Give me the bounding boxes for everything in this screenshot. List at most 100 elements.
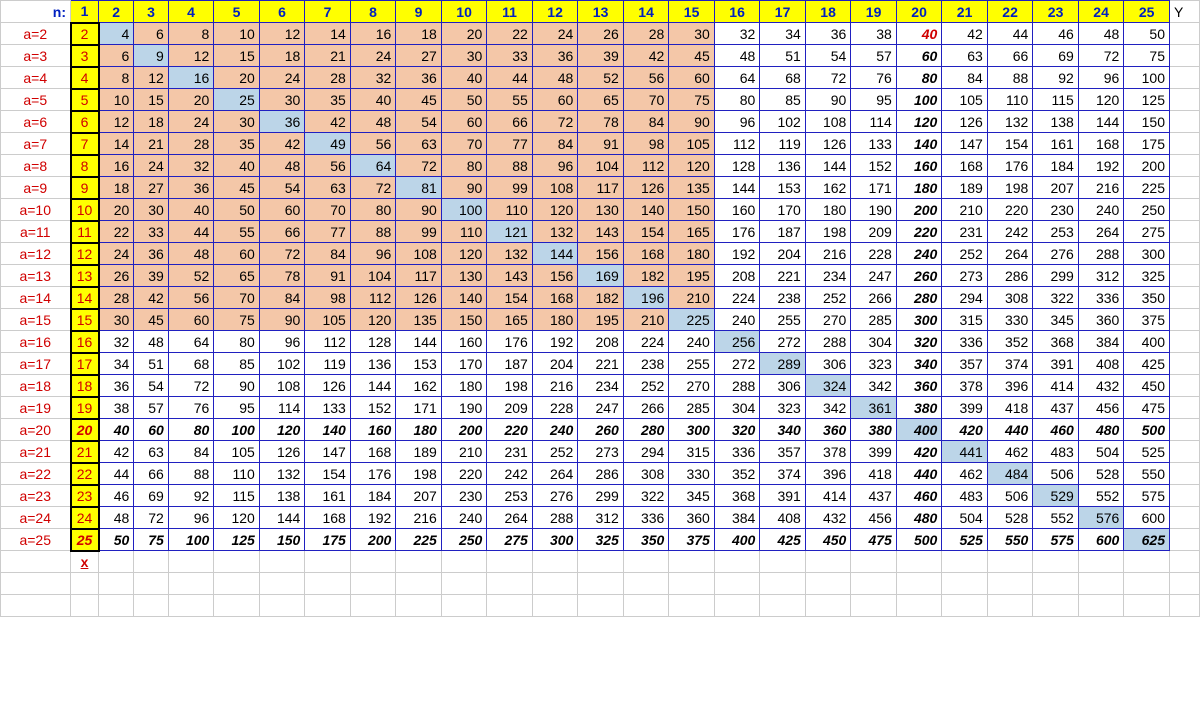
cell-a25-n14: 350 xyxy=(623,529,669,551)
cell-a16-n21: 336 xyxy=(942,331,988,353)
cell-a6-n6: 36 xyxy=(259,111,305,133)
cell-a5-n20: 100 xyxy=(896,89,942,111)
cell-a18-n16: 288 xyxy=(714,375,760,397)
cell-a7-n12: 84 xyxy=(532,133,578,155)
cell-a2-n16: 32 xyxy=(714,23,760,45)
cell-a11-n14: 154 xyxy=(623,221,669,243)
cell-a18-n6: 108 xyxy=(259,375,305,397)
row-pad xyxy=(1170,287,1200,309)
x-row-empty xyxy=(942,551,988,573)
cell-a14-n20: 280 xyxy=(896,287,942,309)
row-label-a22: a=22 xyxy=(1,463,71,485)
col-header-13: 13 xyxy=(578,1,624,23)
cell-a15-n1: 15 xyxy=(71,309,99,331)
cell-a2-n24: 48 xyxy=(1078,23,1124,45)
cell-a21-n6: 126 xyxy=(259,441,305,463)
cell-a5-n18: 90 xyxy=(805,89,851,111)
cell-a16-n13: 208 xyxy=(578,331,624,353)
cell-a22-n24: 528 xyxy=(1078,463,1124,485)
cell-a19-n10: 190 xyxy=(441,397,487,419)
col-header-17: 17 xyxy=(760,1,806,23)
cell-a8-n10: 80 xyxy=(441,155,487,177)
cell-a14-n18: 252 xyxy=(805,287,851,309)
cell-a12-n19: 228 xyxy=(851,243,897,265)
cell-a23-n8: 184 xyxy=(350,485,396,507)
cell-a14-n25: 350 xyxy=(1124,287,1170,309)
cell-a19-n1: 19 xyxy=(71,397,99,419)
cell-a4-n21: 84 xyxy=(942,67,988,89)
row-pad xyxy=(1170,133,1200,155)
cell-a2-n19: 38 xyxy=(851,23,897,45)
row-label-a10: a=10 xyxy=(1,199,71,221)
cell-a4-n20: 80 xyxy=(896,67,942,89)
empty-cell xyxy=(623,595,669,617)
empty-cell xyxy=(1078,573,1124,595)
cell-a16-n2: 32 xyxy=(99,331,134,353)
cell-a22-n21: 462 xyxy=(942,463,988,485)
cell-a5-n8: 40 xyxy=(350,89,396,111)
empty-cell xyxy=(350,595,396,617)
col-header-23: 23 xyxy=(1033,1,1079,23)
cell-a20-n15: 300 xyxy=(669,419,715,441)
cell-a21-n8: 168 xyxy=(350,441,396,463)
cell-a24-n5: 120 xyxy=(214,507,260,529)
cell-a20-n22: 440 xyxy=(987,419,1033,441)
empty-cell xyxy=(760,573,806,595)
cell-a18-n23: 414 xyxy=(1033,375,1079,397)
row-label-a21: a=21 xyxy=(1,441,71,463)
cell-a23-n2: 46 xyxy=(99,485,134,507)
cell-a3-n12: 36 xyxy=(532,45,578,67)
cell-a13-n20: 260 xyxy=(896,265,942,287)
cell-a7-n10: 70 xyxy=(441,133,487,155)
cell-a18-n3: 54 xyxy=(134,375,169,397)
cell-a21-n7: 147 xyxy=(305,441,351,463)
cell-a23-n9: 207 xyxy=(396,485,442,507)
cell-a5-n22: 110 xyxy=(987,89,1033,111)
cell-a4-n10: 40 xyxy=(441,67,487,89)
cell-a12-n5: 60 xyxy=(214,243,260,265)
cell-a18-n14: 252 xyxy=(623,375,669,397)
cell-a9-n11: 99 xyxy=(487,177,533,199)
cell-a13-n6: 78 xyxy=(259,265,305,287)
x-row-empty xyxy=(532,551,578,573)
cell-a11-n23: 253 xyxy=(1033,221,1079,243)
cell-a23-n4: 92 xyxy=(168,485,214,507)
cell-a22-n9: 198 xyxy=(396,463,442,485)
cell-a7-n6: 42 xyxy=(259,133,305,155)
row-label-a7: a=7 xyxy=(1,133,71,155)
cell-a18-n21: 378 xyxy=(942,375,988,397)
empty-cell xyxy=(99,595,134,617)
empty-cell xyxy=(714,595,760,617)
cell-a7-n1: 7 xyxy=(71,133,99,155)
cell-a20-n16: 320 xyxy=(714,419,760,441)
cell-a12-n22: 264 xyxy=(987,243,1033,265)
cell-a24-n23: 552 xyxy=(1033,507,1079,529)
row-label-a15: a=15 xyxy=(1,309,71,331)
cell-a24-n9: 216 xyxy=(396,507,442,529)
cell-a2-n23: 46 xyxy=(1033,23,1079,45)
col-header-2: 2 xyxy=(99,1,134,23)
empty-cell xyxy=(168,573,214,595)
cell-a7-n3: 21 xyxy=(134,133,169,155)
cell-a17-n10: 170 xyxy=(441,353,487,375)
cell-a15-n21: 315 xyxy=(942,309,988,331)
cell-a4-n12: 48 xyxy=(532,67,578,89)
cell-a12-n1: 12 xyxy=(71,243,99,265)
cell-a25-n21: 525 xyxy=(942,529,988,551)
cell-a5-n4: 20 xyxy=(168,89,214,111)
cell-a18-n18: 324 xyxy=(805,375,851,397)
row-label-a20: a=20 xyxy=(1,419,71,441)
row-pad xyxy=(1170,463,1200,485)
cell-a9-n13: 117 xyxy=(578,177,624,199)
cell-a2-n2: 4 xyxy=(99,23,134,45)
cell-a21-n12: 252 xyxy=(532,441,578,463)
cell-a7-n16: 112 xyxy=(714,133,760,155)
empty-cell xyxy=(1170,595,1200,617)
cell-a21-n18: 378 xyxy=(805,441,851,463)
cell-a10-n10: 100 xyxy=(441,199,487,221)
empty-cell xyxy=(1,595,71,617)
cell-a9-n22: 198 xyxy=(987,177,1033,199)
cell-a21-n23: 483 xyxy=(1033,441,1079,463)
cell-a6-n21: 126 xyxy=(942,111,988,133)
empty-cell xyxy=(987,595,1033,617)
